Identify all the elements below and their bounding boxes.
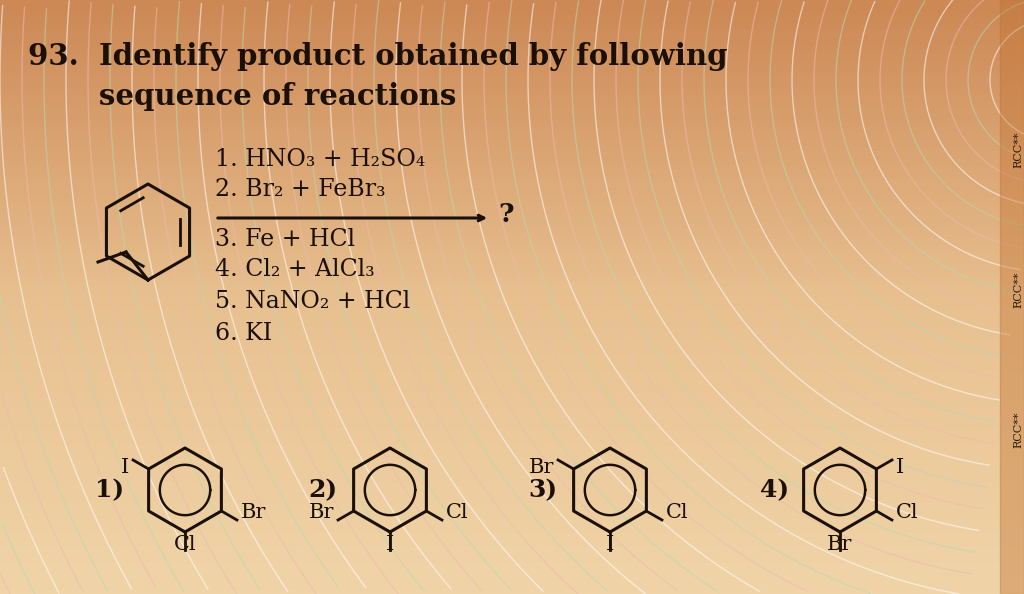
Text: Cl: Cl (445, 503, 468, 522)
Text: RCC**: RCC** (1013, 132, 1023, 168)
Text: Cl: Cl (174, 535, 197, 554)
Text: RCC**: RCC** (1013, 412, 1023, 448)
Text: Cl: Cl (666, 503, 688, 522)
Text: Br: Br (529, 458, 555, 477)
Text: 3): 3) (528, 478, 557, 502)
Text: 5. NaNO₂ + HCl: 5. NaNO₂ + HCl (215, 290, 411, 313)
Text: ?: ? (498, 203, 513, 228)
Text: I: I (606, 535, 614, 554)
Text: 3. Fe + HCl: 3. Fe + HCl (215, 228, 355, 251)
Text: 4): 4) (760, 478, 790, 502)
Text: 1): 1) (95, 478, 124, 502)
Text: Br: Br (241, 503, 266, 522)
Bar (1000, 0, 1024, 594)
Text: Br: Br (827, 535, 853, 554)
Text: Br: Br (309, 503, 335, 522)
Text: RCC**: RCC** (1013, 271, 1023, 308)
Text: 2. Br₂ + FeBr₃: 2. Br₂ + FeBr₃ (215, 178, 386, 201)
Text: 2): 2) (308, 478, 337, 502)
Text: I: I (895, 458, 903, 477)
Text: I: I (386, 535, 394, 554)
Text: 93.  Identify product obtained by following: 93. Identify product obtained by followi… (28, 42, 727, 71)
Text: sequence of reactions: sequence of reactions (28, 82, 457, 111)
Text: 1. HNO₃ + H₂SO₄: 1. HNO₃ + H₂SO₄ (215, 148, 425, 171)
Text: 4. Cl₂ + AlCl₃: 4. Cl₂ + AlCl₃ (215, 258, 375, 281)
Text: Cl: Cl (895, 503, 919, 522)
Text: I: I (121, 458, 130, 477)
Text: 6. KI: 6. KI (215, 322, 272, 345)
